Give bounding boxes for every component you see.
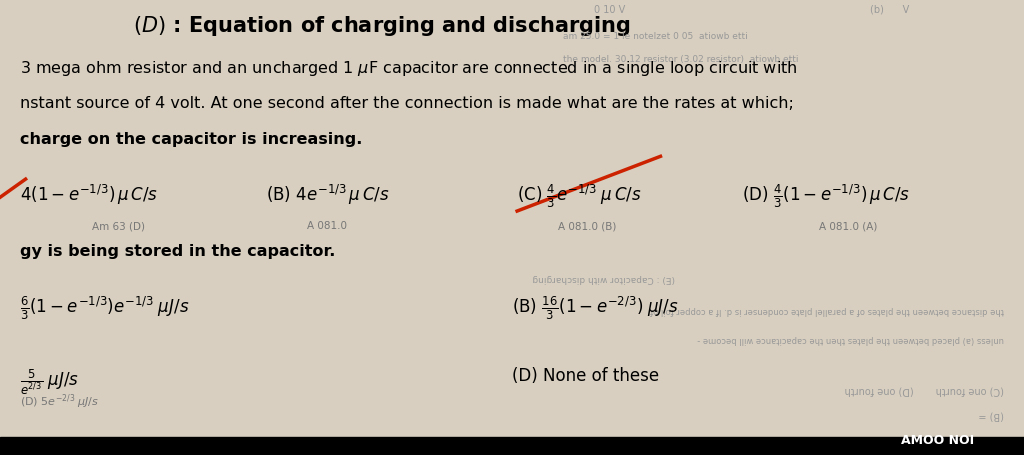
Text: (B) $4e^{-1/3}\,\mu\,C/s$: (B) $4e^{-1/3}\,\mu\,C/s$ — [266, 182, 390, 206]
Text: (b)      V: (b) V — [870, 5, 909, 15]
Text: (C) $\frac{4}{3}e^{-1/3}\;\mu\,C/s$: (C) $\frac{4}{3}e^{-1/3}\;\mu\,C/s$ — [517, 182, 642, 209]
Text: charge on the capacitor is increasing.: charge on the capacitor is increasing. — [20, 132, 362, 147]
Text: A 081.0: A 081.0 — [307, 221, 347, 231]
Text: Am 63 (D): Am 63 (D) — [92, 221, 145, 231]
Text: am 25.0 = 1 le notelzet 0 05  atiowb etti: am 25.0 = 1 le notelzet 0 05 atiowb etti — [563, 32, 748, 41]
Text: A 081.0 (A): A 081.0 (A) — [819, 221, 878, 231]
Text: (C) one fourth       (D) one fourth: (C) one fourth (D) one fourth — [844, 384, 1004, 394]
Text: (D) $5e^{-2/3}\;\mu J/s$: (D) $5e^{-2/3}\;\mu J/s$ — [20, 391, 99, 410]
Text: $\frac{6}{3}(1-e^{-1/3})e^{-1/3}\;\mu J/s$: $\frac{6}{3}(1-e^{-1/3})e^{-1/3}\;\mu J/… — [20, 293, 189, 321]
Text: (B) $\frac{16}{3}(1-e^{-2/3})\;\mu J/s$: (B) $\frac{16}{3}(1-e^{-2/3})\;\mu J/s$ — [512, 293, 679, 321]
Text: 3 mega ohm resistor and an uncharged 1 $\mu$F capacitor are connected in a singl: 3 mega ohm resistor and an uncharged 1 $… — [20, 59, 798, 78]
Text: AMOO NOI: AMOO NOI — [901, 433, 974, 446]
Text: (E) : Capacitor with discharging: (E) : Capacitor with discharging — [532, 273, 675, 282]
Text: (D) $\frac{4}{3}(1-e^{-1/3})\,\mu\,C/s$: (D) $\frac{4}{3}(1-e^{-1/3})\,\mu\,C/s$ — [742, 182, 910, 209]
Text: 0 10 V: 0 10 V — [594, 5, 626, 15]
Text: nstant source of 4 volt. At one second after the connection is made what are the: nstant source of 4 volt. At one second a… — [20, 96, 795, 111]
Text: the model. 30 12 resistor (3.02 resistor)  atiowb etti: the model. 30 12 resistor (3.02 resistor… — [563, 55, 799, 64]
Text: (B) =: (B) = — [978, 410, 1004, 420]
Text: A 081.0 (B): A 081.0 (B) — [558, 221, 616, 231]
Bar — [0, 437, 1024, 455]
Text: unless (a) placed between the plates then the capacitance will become -: unless (a) placed between the plates the… — [696, 334, 1004, 344]
Text: (D) None of these: (D) None of these — [512, 366, 659, 384]
Text: gy is being stored in the capacitor.: gy is being stored in the capacitor. — [20, 243, 336, 258]
Text: the distance between the plates of a parallel plate condenser is d. If a copper : the distance between the plates of a par… — [649, 305, 1004, 314]
Text: $4(1-e^{-1/3})\,\mu\,C/s$: $4(1-e^{-1/3})\,\mu\,C/s$ — [20, 182, 159, 206]
Text: $(D)$ : Equation of charging and discharging: $(D)$ : Equation of charging and dischar… — [133, 14, 631, 38]
Text: $\frac{5}{e^{2/3}}\;\mu J/s$: $\frac{5}{e^{2/3}}\;\mu J/s$ — [20, 366, 80, 396]
